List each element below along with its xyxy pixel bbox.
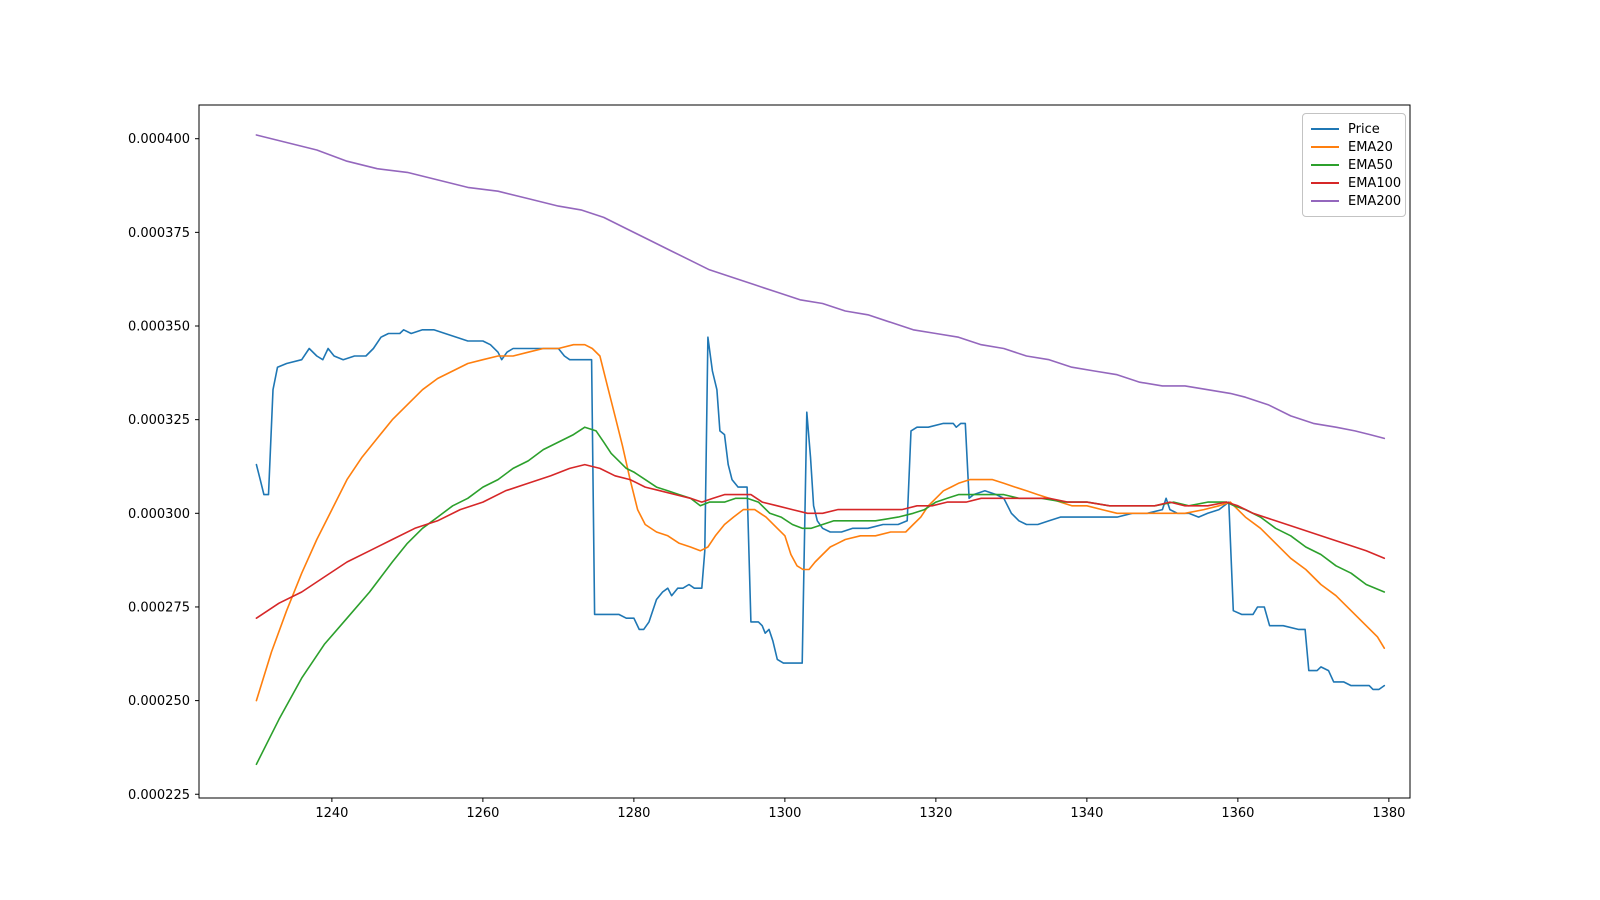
- legend-line-sample-price: [1311, 128, 1339, 130]
- legend-label-ema100: EMA100: [1348, 175, 1402, 191]
- x-tick-label: 1360: [1221, 806, 1254, 821]
- x-tick-label: 1320: [919, 806, 952, 821]
- ema200-line: [255, 134, 1386, 440]
- series-lines: [255, 134, 1386, 766]
- legend-item-ema200: EMA200: [1311, 192, 1401, 210]
- x-tick-label: 1260: [466, 806, 499, 821]
- legend-label-ema50: EMA50: [1348, 157, 1393, 173]
- x-tick-label: 1300: [768, 806, 801, 821]
- x-tick-label: 1280: [617, 806, 650, 821]
- legend-item-ema50: EMA50: [1311, 156, 1396, 174]
- y-tick-label: 0.000225: [128, 788, 190, 803]
- x-axis-ticks: 1240 1260 1280 1300 1320 1340 1360 1380: [315, 798, 1405, 821]
- x-tick-label: 1380: [1372, 806, 1405, 821]
- legend-item-ema100: EMA100: [1311, 174, 1401, 192]
- y-tick-label: 0.000325: [128, 413, 190, 428]
- y-tick-label: 0.000350: [128, 320, 190, 335]
- legend-label-price: Price: [1348, 121, 1380, 137]
- axes-border: [198, 104, 1411, 799]
- legend-label-ema200: EMA200: [1348, 193, 1402, 209]
- ema20-line: [255, 343, 1386, 702]
- legend-item-ema20: EMA20: [1311, 138, 1396, 156]
- legend-line-sample-ema100: [1311, 182, 1339, 184]
- x-tick-label: 1340: [1070, 806, 1103, 821]
- legend-line-sample-ema20: [1311, 146, 1339, 148]
- ema100-line: [255, 463, 1386, 620]
- y-tick-label: 0.000275: [128, 600, 190, 615]
- y-tick-label: 0.000250: [128, 694, 190, 709]
- legend: Price EMA20 EMA50 EMA100 EMA200: [1302, 113, 1406, 217]
- y-axis-ticks: 0.000225 0.000250 0.000275 0.000300 0.000325…: [128, 132, 199, 803]
- y-tick-label: 0.000375: [128, 226, 190, 241]
- legend-line-sample-ema50: [1311, 164, 1339, 166]
- y-tick-label: 0.000400: [128, 132, 190, 147]
- ema50-line: [255, 426, 1386, 766]
- y-tick-label: 0.000300: [128, 507, 190, 522]
- legend-line-sample-ema200: [1311, 200, 1339, 202]
- price-line: [255, 328, 1386, 691]
- legend-item-price: Price: [1311, 120, 1396, 138]
- x-tick-label: 1240: [315, 806, 348, 821]
- legend-label-ema20: EMA20: [1348, 139, 1393, 155]
